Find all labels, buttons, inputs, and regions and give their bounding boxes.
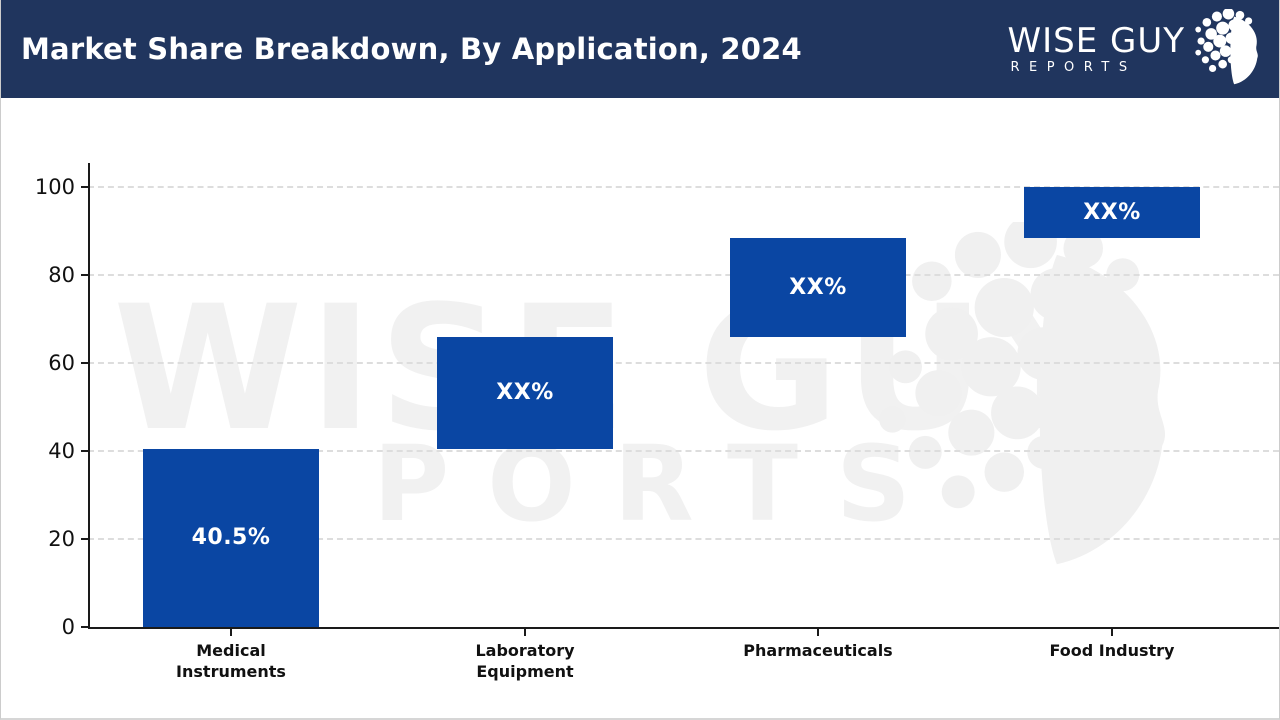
bar-value-label-medical-instruments: 40.5% [191,525,271,551]
x-axis-label-food-industry: Food Industry [1002,640,1222,661]
y-axis-line [88,163,90,629]
y-tick-80 [81,274,88,276]
page-title: Market Share Breakdown, By Application, … [21,32,802,66]
gridline-60 [88,362,1279,364]
y-tick-20 [81,538,88,540]
y-tick-label-100: 100 [34,175,75,199]
logo-wordmark: WISE GUY [1007,20,1185,61]
x-axis-label-line: Laboratory [475,641,575,660]
y-tick-label-40: 40 [48,439,75,463]
gridline-40 [88,450,1279,452]
y-tick-label-80: 80 [48,263,75,287]
x-axis-label-medical-instruments: Medical Instruments [121,640,341,682]
y-tick-0 [81,626,88,628]
x-tick-food-industry [1111,629,1113,636]
header: Market Share Breakdown, By Application, … [1,0,1279,98]
x-axis-label-line: Food Industry [1049,641,1175,660]
gridline-100 [88,186,1279,188]
x-axis-label-laboratory-equipment: Laboratory Equipment [415,640,635,682]
y-tick-label-20: 20 [48,527,75,551]
x-tick-medical-instruments [230,629,232,636]
x-axis-label-line: Pharmaceuticals [743,641,893,660]
x-axis-label-line: Equipment [476,662,574,681]
y-tick-60 [81,362,88,364]
bar-pharmaceuticals: XX% [730,237,906,337]
logo-subtitle: REPORTS [1010,59,1137,75]
x-axis-label-line: Medical [196,641,266,660]
x-axis-label-pharmaceuticals: Pharmaceuticals [708,640,928,661]
x-axis-line [88,627,1279,629]
logo: WISE GUY REPORTS [1007,9,1263,89]
x-tick-pharmaceuticals [817,629,819,636]
x-axis-label-line: Instruments [176,662,286,681]
gridline-80 [88,274,1279,276]
y-tick-100 [81,186,88,188]
y-tick-40 [81,450,88,452]
bar-medical-instruments: 40.5% [143,448,319,627]
bar-laboratory-equipment: XX% [437,336,613,449]
dotted-head-icon [1195,9,1258,85]
bar-value-label-pharmaceuticals: XX% [789,274,847,300]
watermark-reports-text: PORTS [373,423,949,545]
bar-value-label-laboratory-equipment: XX% [496,380,554,406]
bar-value-label-food-industry: XX% [1083,199,1141,225]
y-tick-label-60: 60 [48,351,75,375]
bar-food-industry: XX% [1024,187,1200,238]
logo-text: WISE GUY REPORTS [1007,24,1185,75]
gridline-20 [88,538,1279,540]
x-tick-laboratory-equipment [524,629,526,636]
y-tick-label-0: 0 [61,615,75,639]
